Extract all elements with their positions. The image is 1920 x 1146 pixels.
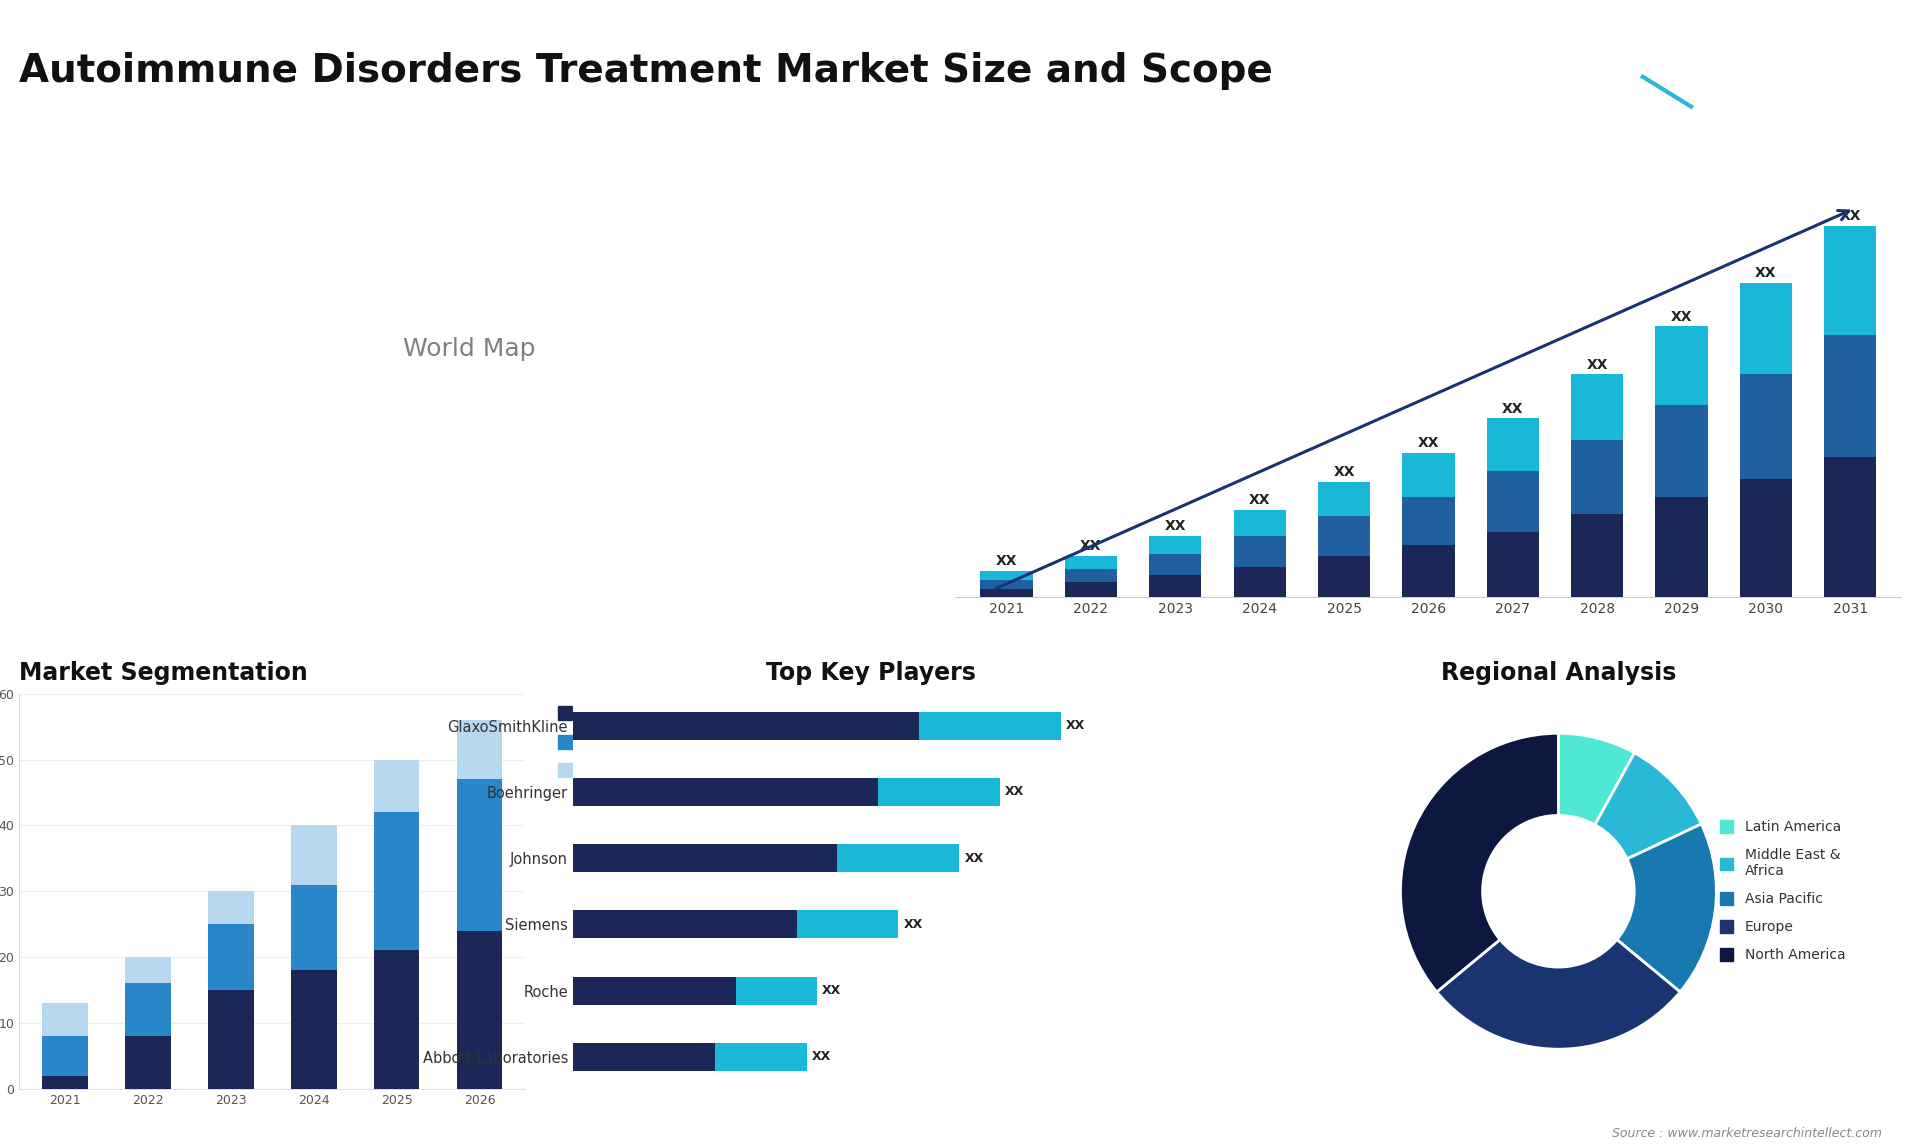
- Bar: [292, 885, 336, 971]
- Wedge shape: [1436, 940, 1680, 1050]
- Bar: [735, 976, 818, 1005]
- Bar: [716, 1043, 806, 1070]
- Bar: [1571, 375, 1622, 440]
- Text: XX: XX: [1670, 309, 1692, 324]
- Bar: [125, 1036, 171, 1089]
- Bar: [42, 1003, 88, 1036]
- Bar: [1740, 283, 1791, 375]
- Text: XX: XX: [822, 984, 841, 997]
- Bar: [877, 778, 1000, 806]
- Bar: [1486, 418, 1540, 471]
- Text: XX: XX: [996, 555, 1018, 568]
- Bar: [1571, 515, 1622, 597]
- Text: XX: XX: [1165, 519, 1187, 534]
- Bar: [1150, 554, 1202, 575]
- Bar: [125, 957, 171, 983]
- Bar: [797, 910, 899, 939]
- Bar: [1824, 335, 1876, 457]
- Bar: [125, 983, 171, 1036]
- Bar: [207, 924, 253, 990]
- Text: XX: XX: [1248, 493, 1271, 508]
- Text: Market Segmentation: Market Segmentation: [19, 661, 307, 685]
- Bar: [457, 931, 503, 1089]
- Bar: [1655, 497, 1707, 597]
- Bar: [1740, 375, 1791, 479]
- Text: World Map: World Map: [403, 337, 536, 361]
- Wedge shape: [1400, 733, 1559, 992]
- Title: Top Key Players: Top Key Players: [766, 661, 975, 685]
- Bar: [572, 712, 918, 739]
- Legend: Type, Application, Geography: Type, Application, Geography: [553, 701, 676, 784]
- Bar: [981, 589, 1033, 597]
- Wedge shape: [1617, 824, 1716, 992]
- Title: Regional Analysis: Regional Analysis: [1440, 661, 1676, 685]
- Text: XX: XX: [1501, 401, 1523, 416]
- Bar: [981, 571, 1033, 580]
- Bar: [374, 760, 419, 813]
- Bar: [981, 580, 1033, 589]
- Bar: [572, 1043, 716, 1070]
- Bar: [1402, 497, 1455, 544]
- Bar: [1402, 453, 1455, 497]
- Bar: [42, 1076, 88, 1089]
- Bar: [1066, 556, 1117, 568]
- Bar: [1486, 532, 1540, 597]
- Text: XX: XX: [1586, 358, 1607, 371]
- Bar: [1402, 544, 1455, 597]
- Text: MARKET
RESEARCH
INTELLECT: MARKET RESEARCH INTELLECT: [1715, 18, 1789, 66]
- Bar: [1740, 479, 1791, 597]
- Bar: [1571, 440, 1622, 515]
- Text: XX: XX: [1066, 720, 1085, 732]
- Bar: [1233, 536, 1286, 566]
- Bar: [1655, 405, 1707, 497]
- Text: Autoimmune Disorders Treatment Market Size and Scope: Autoimmune Disorders Treatment Market Si…: [19, 52, 1273, 89]
- Bar: [457, 720, 503, 779]
- Bar: [292, 825, 336, 885]
- Bar: [207, 990, 253, 1089]
- Bar: [1655, 327, 1707, 405]
- Text: XX: XX: [964, 851, 983, 864]
- Bar: [572, 778, 877, 806]
- Bar: [292, 971, 336, 1089]
- Bar: [42, 1036, 88, 1076]
- Wedge shape: [1596, 753, 1701, 860]
- Bar: [1824, 226, 1876, 335]
- Polygon shape: [1513, 19, 1692, 107]
- Bar: [918, 712, 1062, 739]
- Bar: [1486, 471, 1540, 532]
- Bar: [1233, 566, 1286, 597]
- Bar: [1317, 517, 1371, 556]
- Text: XX: XX: [1081, 539, 1102, 554]
- Bar: [1317, 481, 1371, 517]
- Bar: [1317, 556, 1371, 597]
- Text: XX: XX: [1839, 210, 1860, 223]
- Text: XX: XX: [1004, 785, 1025, 799]
- Wedge shape: [1559, 733, 1634, 825]
- Text: XX: XX: [1755, 266, 1776, 280]
- Text: XX: XX: [1417, 437, 1440, 450]
- Bar: [837, 845, 960, 872]
- Bar: [374, 950, 419, 1089]
- Bar: [374, 813, 419, 950]
- Bar: [572, 910, 797, 939]
- Bar: [1824, 457, 1876, 597]
- Legend: Latin America, Middle East &
Africa, Asia Pacific, Europe, North America: Latin America, Middle East & Africa, Asi…: [1715, 816, 1849, 966]
- Text: Source : www.marketresearchintellect.com: Source : www.marketresearchintellect.com: [1611, 1128, 1882, 1140]
- Bar: [1233, 510, 1286, 536]
- Bar: [572, 845, 837, 872]
- Text: XX: XX: [812, 1051, 831, 1063]
- Bar: [207, 892, 253, 924]
- Bar: [1150, 575, 1202, 597]
- Text: XX: XX: [1332, 465, 1356, 479]
- Bar: [1066, 582, 1117, 597]
- Bar: [1150, 536, 1202, 554]
- Bar: [572, 976, 735, 1005]
- Text: XX: XX: [904, 918, 924, 931]
- Bar: [1066, 568, 1117, 582]
- Bar: [457, 779, 503, 931]
